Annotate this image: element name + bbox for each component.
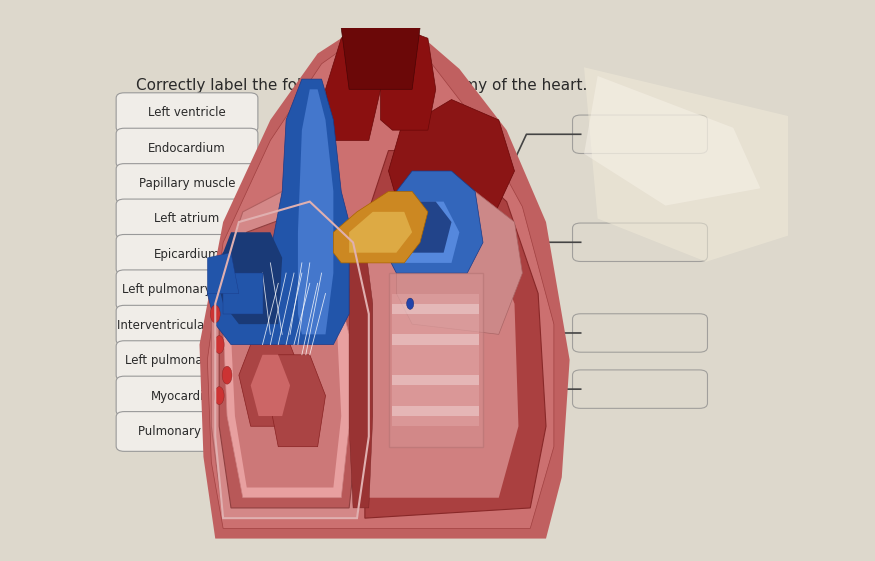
- Polygon shape: [392, 375, 480, 385]
- Text: Papillary muscle: Papillary muscle: [139, 177, 235, 190]
- FancyBboxPatch shape: [116, 376, 258, 416]
- Ellipse shape: [210, 305, 220, 323]
- Polygon shape: [200, 28, 570, 539]
- FancyBboxPatch shape: [116, 128, 258, 168]
- FancyBboxPatch shape: [116, 164, 258, 204]
- Text: Interventricular septum: Interventricular septum: [116, 319, 257, 332]
- Polygon shape: [381, 171, 483, 273]
- FancyBboxPatch shape: [116, 270, 258, 310]
- Polygon shape: [584, 67, 802, 261]
- FancyBboxPatch shape: [116, 305, 258, 345]
- Ellipse shape: [222, 366, 232, 384]
- Polygon shape: [392, 406, 480, 416]
- Polygon shape: [219, 212, 357, 508]
- Text: Left pulmonary artery: Left pulmonary artery: [123, 283, 252, 296]
- Polygon shape: [207, 79, 349, 344]
- Polygon shape: [333, 191, 428, 263]
- Polygon shape: [251, 355, 290, 416]
- Text: Endocardium: Endocardium: [148, 141, 226, 155]
- Polygon shape: [392, 334, 480, 344]
- Polygon shape: [404, 201, 452, 252]
- Polygon shape: [396, 201, 459, 263]
- Polygon shape: [207, 33, 554, 528]
- Text: Next: Next: [532, 469, 562, 482]
- Polygon shape: [349, 212, 412, 252]
- Text: Epicardium: Epicardium: [154, 248, 220, 261]
- FancyBboxPatch shape: [116, 341, 258, 380]
- FancyBboxPatch shape: [116, 412, 258, 452]
- Polygon shape: [584, 76, 760, 205]
- Text: Left pulmonary veins: Left pulmonary veins: [125, 354, 249, 367]
- Polygon shape: [231, 252, 341, 488]
- Text: Myocardium: Myocardium: [150, 389, 223, 403]
- FancyBboxPatch shape: [116, 234, 258, 274]
- Polygon shape: [396, 191, 522, 334]
- Polygon shape: [392, 304, 480, 314]
- Polygon shape: [381, 28, 436, 130]
- Polygon shape: [341, 8, 420, 89]
- Text: ⠿: ⠿: [507, 469, 515, 482]
- Polygon shape: [361, 150, 546, 518]
- Polygon shape: [349, 222, 373, 508]
- Ellipse shape: [214, 335, 224, 353]
- Ellipse shape: [407, 298, 414, 309]
- Polygon shape: [212, 181, 369, 518]
- Polygon shape: [215, 232, 282, 324]
- Polygon shape: [207, 252, 239, 293]
- Polygon shape: [239, 334, 302, 426]
- Text: Correctly label the following internal anatomy of the heart.: Correctly label the following internal a…: [136, 78, 588, 93]
- Text: ‹ Prev: ‹ Prev: [389, 469, 426, 482]
- Polygon shape: [298, 89, 333, 334]
- Polygon shape: [270, 355, 326, 447]
- Text: 12 of 12: 12 of 12: [439, 469, 491, 482]
- Text: Pulmonary trunk: Pulmonary trunk: [138, 425, 236, 438]
- Polygon shape: [392, 293, 480, 426]
- FancyBboxPatch shape: [116, 93, 258, 132]
- Polygon shape: [357, 191, 518, 498]
- Text: Left atrium: Left atrium: [154, 213, 220, 226]
- FancyBboxPatch shape: [116, 199, 258, 239]
- Text: Left ventricle: Left ventricle: [148, 106, 226, 119]
- Polygon shape: [223, 232, 349, 498]
- Polygon shape: [388, 99, 514, 222]
- Ellipse shape: [214, 387, 224, 404]
- Polygon shape: [388, 273, 483, 447]
- Polygon shape: [223, 273, 262, 314]
- Polygon shape: [326, 18, 388, 140]
